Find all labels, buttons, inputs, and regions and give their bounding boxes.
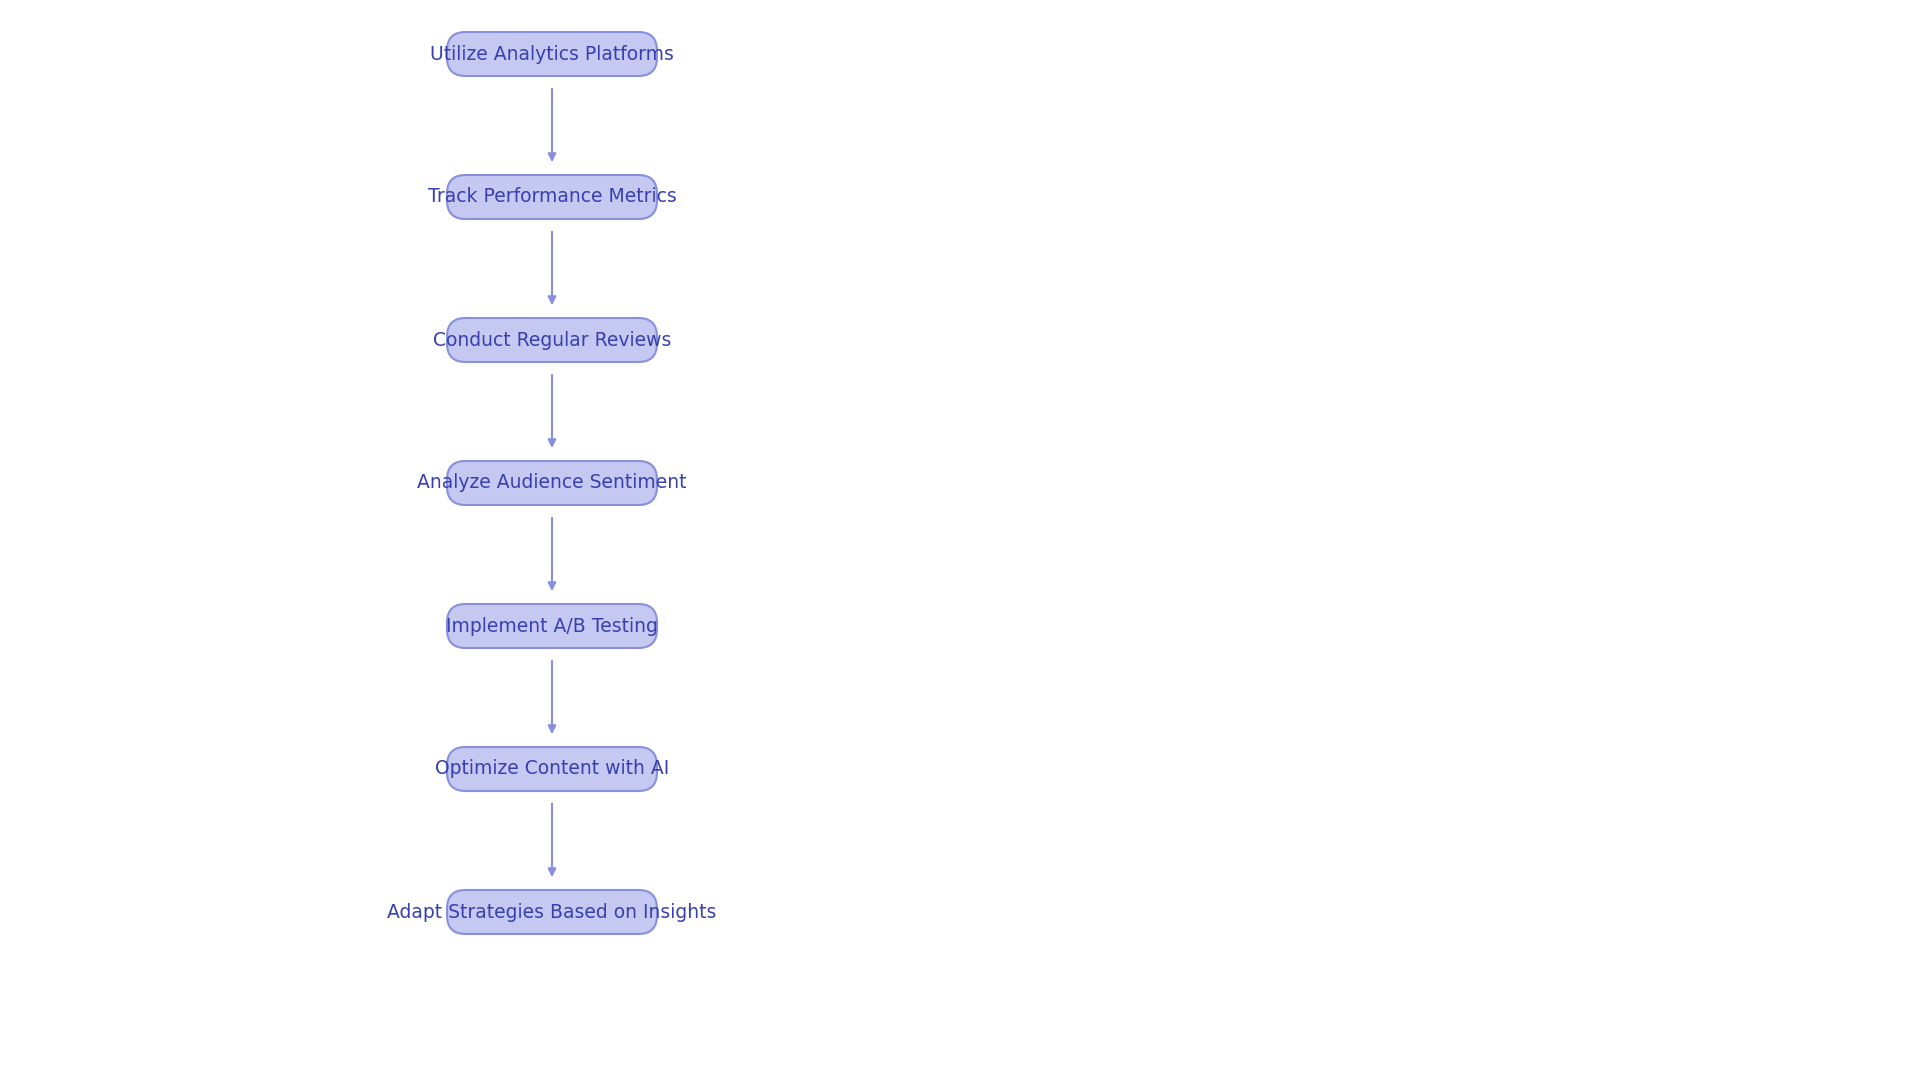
Text: Utilize Analytics Platforms: Utilize Analytics Platforms <box>430 44 674 64</box>
Text: Track Performance Metrics: Track Performance Metrics <box>428 187 676 207</box>
Text: Implement A/B Testing: Implement A/B Testing <box>445 616 659 636</box>
Text: Conduct Regular Reviews: Conduct Regular Reviews <box>432 330 672 350</box>
Text: Optimize Content with AI: Optimize Content with AI <box>434 759 670 779</box>
FancyBboxPatch shape <box>447 32 657 76</box>
Text: Analyze Audience Sentiment: Analyze Audience Sentiment <box>417 473 687 493</box>
FancyBboxPatch shape <box>447 747 657 791</box>
FancyBboxPatch shape <box>447 318 657 362</box>
FancyBboxPatch shape <box>447 604 657 648</box>
FancyBboxPatch shape <box>447 461 657 505</box>
Text: Adapt Strategies Based on Insights: Adapt Strategies Based on Insights <box>388 902 716 922</box>
FancyBboxPatch shape <box>447 175 657 219</box>
FancyBboxPatch shape <box>447 890 657 934</box>
